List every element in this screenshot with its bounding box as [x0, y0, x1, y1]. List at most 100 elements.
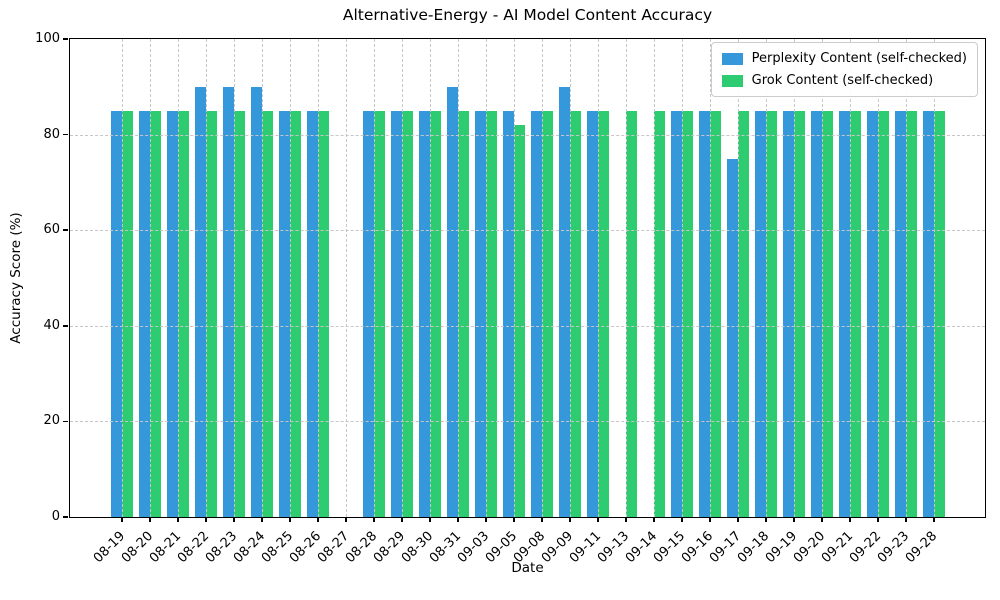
x-tick	[905, 517, 907, 522]
bar-grok	[850, 110, 861, 517]
legend-item-grok: Grok Content (self-checked)	[721, 72, 967, 89]
x-gridline	[234, 39, 235, 517]
x-tick	[765, 517, 767, 522]
bar-perplexity	[251, 86, 262, 517]
x-tick	[149, 517, 151, 522]
x-gridline	[458, 39, 459, 517]
bar-grok	[318, 110, 329, 517]
y-tick-label: 80	[43, 126, 60, 142]
legend-swatch-grok-icon	[721, 74, 743, 87]
x-gridline	[570, 39, 571, 517]
bar-grok	[878, 110, 889, 517]
bar-perplexity	[587, 110, 598, 517]
legend-label-grok: Grok Content (self-checked)	[751, 73, 934, 88]
y-gridline	[70, 230, 985, 232]
x-gridline	[206, 39, 207, 517]
bar-grok	[234, 110, 245, 517]
x-gridline	[682, 39, 683, 517]
x-tick	[485, 517, 487, 522]
x-gridline	[374, 39, 375, 517]
bar-perplexity	[727, 158, 738, 517]
bar-perplexity	[671, 110, 682, 517]
bar-grok	[458, 110, 469, 517]
x-gridline	[178, 39, 179, 517]
y-tick	[63, 420, 68, 423]
x-gridline	[850, 39, 851, 517]
x-gridline	[346, 39, 347, 517]
x-gridline	[906, 39, 907, 517]
x-tick	[877, 517, 879, 522]
x-tick	[233, 517, 235, 522]
bar-grok	[178, 110, 189, 517]
y-gridline	[70, 134, 985, 136]
x-tick	[205, 517, 207, 522]
bar-perplexity	[811, 110, 822, 517]
bar-grok	[654, 110, 665, 517]
x-gridline	[542, 39, 543, 517]
bar-perplexity	[111, 110, 122, 517]
y-tick	[63, 229, 68, 231]
plot-area: 08-19 08-20 08-21 08-22 08-23 08-24 08-25 08-26…	[35, 31, 986, 566]
bar-perplexity	[139, 110, 150, 517]
legend-item-perplexity: Perplexity Content (self-checked)	[721, 50, 967, 67]
bar-grok	[486, 110, 497, 517]
x-tick	[177, 517, 179, 522]
x-gridline	[318, 39, 319, 517]
legend-swatch-perplexity-icon	[721, 52, 743, 65]
bar-grok	[206, 110, 217, 517]
x-gridline	[626, 39, 627, 517]
x-gridline	[794, 39, 795, 517]
x-tick	[849, 517, 851, 522]
bar-perplexity	[559, 86, 570, 517]
x-gridline	[486, 39, 487, 517]
bar-perplexity	[223, 86, 234, 517]
x-gridline	[402, 39, 403, 517]
x-gridline	[150, 39, 151, 517]
bar-perplexity	[391, 110, 402, 517]
y-tick	[63, 133, 68, 136]
y-axis-label: Accuracy Score (%)	[8, 212, 24, 344]
y-tick-label: 60	[43, 222, 60, 238]
x-tick	[401, 517, 403, 522]
y-tick-label: 40	[43, 317, 60, 333]
x-tick	[457, 517, 459, 522]
bar-grok	[738, 110, 749, 517]
bar-grok	[514, 125, 525, 517]
chart-title: Alternative-Energy - AI Model Content Ac…	[342, 6, 713, 24]
x-gridline	[878, 39, 879, 517]
bar-grok	[710, 110, 721, 517]
bar-grok	[150, 110, 161, 517]
bar-perplexity	[755, 110, 766, 517]
bar-perplexity	[531, 110, 542, 517]
bar-grok	[570, 110, 581, 517]
y-tick	[63, 38, 68, 40]
y-gridline	[70, 325, 985, 327]
y-tick-label: 100	[35, 31, 60, 46]
bar-perplexity	[419, 110, 430, 517]
legend: Perplexity Content (self-checked) Grok C…	[710, 42, 978, 97]
bar-perplexity	[699, 110, 710, 517]
x-gridline	[430, 39, 431, 517]
bar-grok	[262, 110, 273, 517]
bar-perplexity	[475, 110, 486, 517]
x-tick	[933, 517, 935, 522]
bar-perplexity	[363, 110, 374, 517]
x-gridline	[934, 39, 935, 517]
x-tick	[681, 517, 683, 522]
bar-perplexity	[503, 110, 514, 517]
bar-perplexity	[923, 110, 934, 517]
x-gridline	[710, 39, 711, 517]
bar-grok	[934, 110, 945, 517]
x-tick	[289, 517, 291, 522]
x-tick	[821, 517, 823, 522]
x-gridline	[122, 39, 123, 517]
x-tick	[793, 517, 795, 522]
bar-perplexity	[895, 110, 906, 517]
x-gridline	[262, 39, 263, 517]
x-gridline	[290, 39, 291, 517]
x-gridline	[654, 39, 655, 517]
x-tick	[541, 517, 543, 522]
x-tick	[429, 517, 431, 522]
x-tick	[625, 517, 627, 522]
